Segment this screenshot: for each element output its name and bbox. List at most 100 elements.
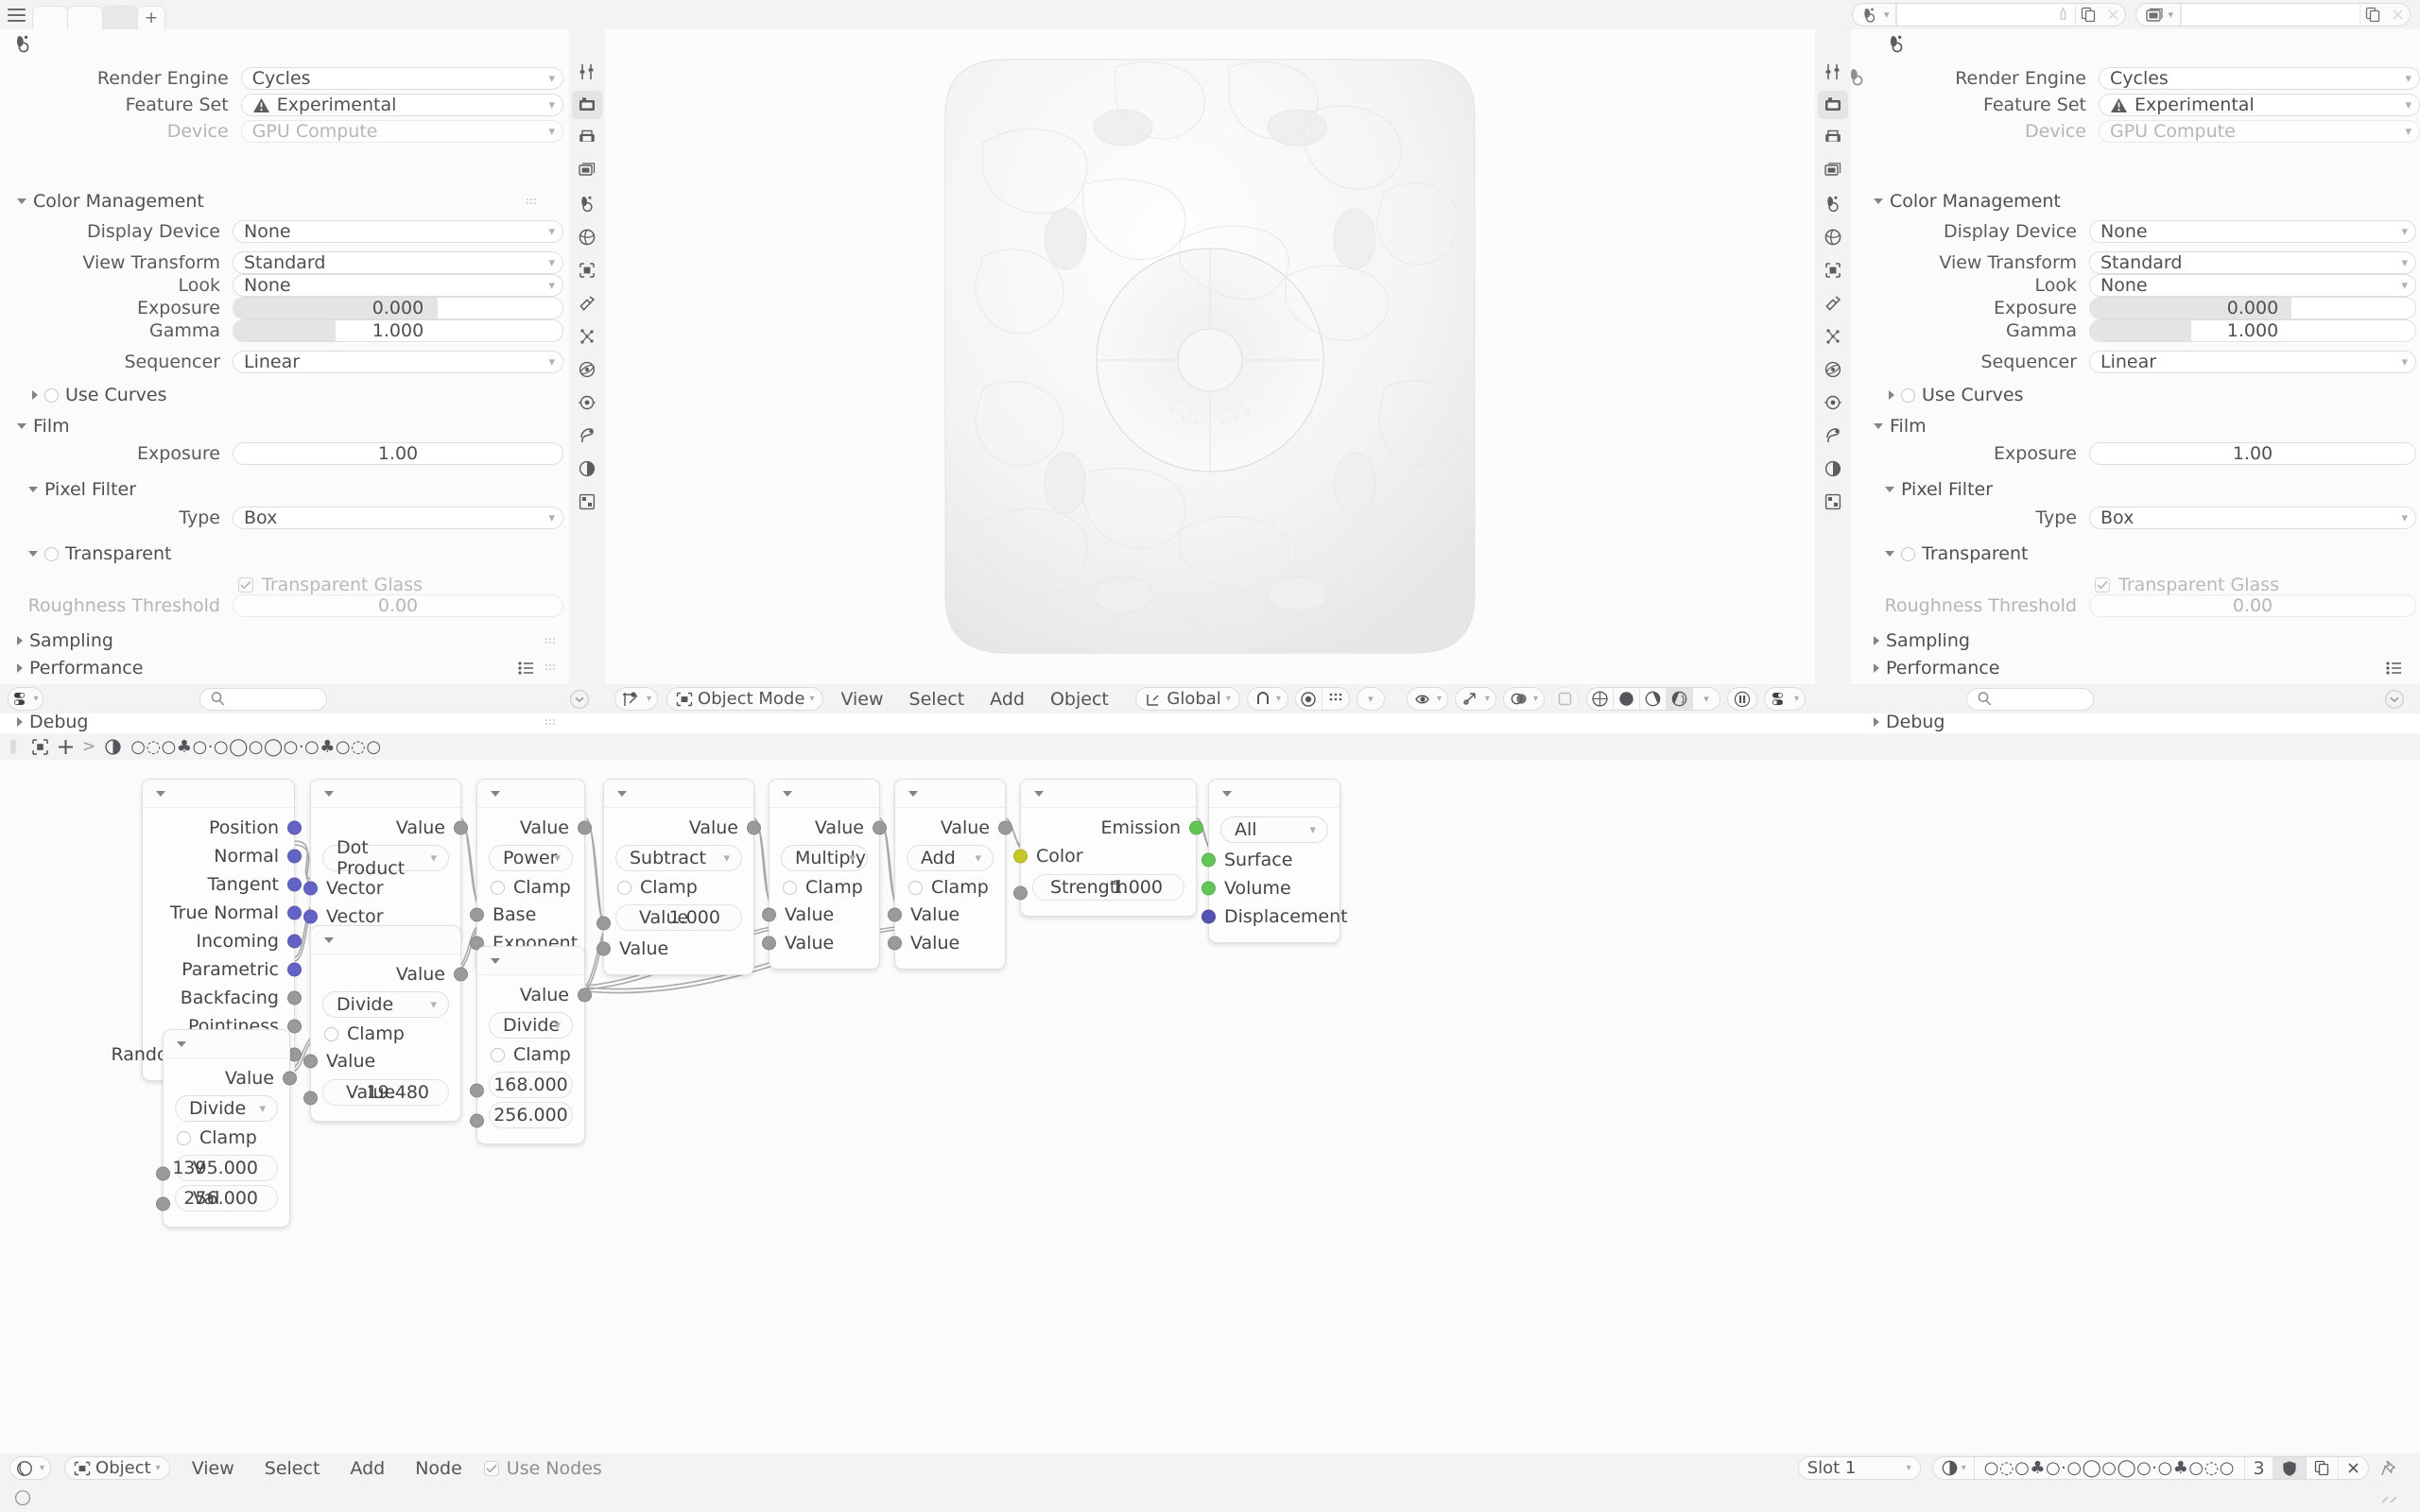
chevron-down-icon[interactable] (324, 790, 334, 797)
section-transparent[interactable]: Transparent (28, 543, 172, 564)
editor-type-selector[interactable]: ▾ (8, 687, 43, 711)
menu-select[interactable]: Select (908, 688, 965, 710)
node-output-position[interactable]: Position (143, 814, 302, 842)
node-header[interactable] (895, 780, 1005, 808)
sidebar-item-output[interactable] (1818, 124, 1848, 152)
node-output-parametric[interactable]: Parametric (143, 955, 302, 984)
operation-dropdown[interactable]: Multiply ▾ (781, 845, 868, 871)
node-input-value-2[interactable]: Value (762, 929, 879, 957)
clamp-checkbox[interactable] (491, 880, 505, 895)
menu-node[interactable]: Node (415, 1457, 462, 1479)
node-header[interactable] (311, 926, 460, 954)
magnet-icon[interactable]: ▾ (1246, 687, 1288, 711)
section-debug[interactable]: Debug (17, 712, 88, 732)
render-engine-dropdown[interactable]: Cycles ▾ (2099, 67, 2420, 90)
socket-value[interactable] (1013, 885, 1028, 901)
sidebar-item-tool[interactable] (1818, 58, 1848, 86)
sidebar-item-material[interactable] (1818, 455, 1848, 483)
use-nodes-checkbox[interactable] (483, 1460, 499, 1476)
node-output-value[interactable]: Value (477, 814, 592, 842)
sidebar-item-world[interactable] (572, 223, 602, 251)
chevron-down-icon[interactable] (783, 790, 792, 797)
proportional-edit-group[interactable] (1294, 687, 1350, 711)
pin-icon[interactable] (2380, 1459, 2399, 1478)
exposure-slider[interactable]: 0.000 (233, 297, 563, 319)
socket-value[interactable] (762, 907, 776, 922)
sidebar-item-modifier[interactable] (572, 289, 602, 318)
node-input-value-2[interactable]: Value (888, 929, 1005, 957)
node-material-output[interactable]: All ▾ Surface Volume Displacement (1201, 779, 1348, 943)
node-output-value[interactable]: Value (164, 1064, 297, 1092)
sidebar-item-output[interactable] (572, 124, 602, 152)
node-header[interactable] (604, 780, 753, 808)
film-exposure-field[interactable]: 1.00 (2089, 442, 2416, 465)
display-device-dropdown[interactable]: None ▾ (233, 220, 563, 243)
sidebar-item-physics[interactable] (572, 355, 602, 384)
preset-list-icon[interactable] (518, 661, 535, 676)
socket-value[interactable] (454, 967, 468, 982)
menu-add[interactable]: Add (990, 688, 1025, 710)
node-math-divide-168-256[interactable]: Value Divide ▾ Clamp 168.000 256.000 (470, 946, 592, 1144)
drag-handle[interactable] (526, 198, 538, 206)
shader-editor[interactable]: > ○◌○♣○·○◯○◯○·○♣○◌○ (0, 733, 2420, 1483)
node-math-divide-19480[interactable]: Value Divide ▾ Clamp Value Value 19.480 (303, 925, 468, 1122)
exposure-slider[interactable]: 0.000 (2089, 297, 2416, 319)
node-output-incoming[interactable]: Incoming (143, 927, 302, 955)
node-input-value-1[interactable]: Value (303, 1047, 460, 1075)
search-input[interactable] (199, 687, 327, 711)
socket-vector[interactable] (287, 877, 302, 892)
chevron-down-icon[interactable] (491, 957, 500, 964)
3d-viewport[interactable]: ▾ Object Mode ▾ View Select Add Object G… (605, 29, 1815, 713)
drag-handle[interactable] (544, 663, 557, 672)
clamp-checkbox[interactable] (908, 880, 923, 895)
visibility-icon[interactable]: ▾ (1406, 687, 1448, 711)
menu-view[interactable]: View (191, 1457, 234, 1479)
feature-set-dropdown[interactable]: Experimental ▾ (240, 94, 563, 116)
use-nodes-toggle[interactable]: Use Nodes (483, 1458, 602, 1479)
node-output-tangent[interactable]: Tangent (143, 870, 302, 899)
socket-value[interactable] (454, 820, 468, 835)
material-name-field[interactable] (1896, 4, 2077, 26)
look-dropdown[interactable]: None ▾ (233, 274, 563, 297)
close-icon[interactable] (2339, 1457, 2368, 1479)
sidebar-item-tool[interactable] (572, 58, 602, 86)
clamp-checkbox[interactable] (491, 1047, 505, 1062)
socket-value[interactable] (156, 1196, 170, 1211)
node-input-color[interactable]: Color (1013, 842, 1196, 870)
node-header[interactable] (311, 780, 460, 808)
node-emission[interactable]: Emission Color Strength 1.000 (1013, 779, 1203, 917)
socket-vector[interactable] (287, 849, 302, 864)
socket-vector[interactable] (303, 909, 318, 924)
socket-value[interactable] (578, 820, 592, 835)
shader-type-dropdown[interactable]: Object ▾ (64, 1456, 170, 1480)
menu-select[interactable]: Select (264, 1457, 320, 1479)
socket-value[interactable] (873, 820, 887, 835)
node-output-true-normal[interactable]: True Normal (143, 899, 302, 927)
sequencer-dropdown[interactable]: Linear ▾ (2089, 351, 2416, 373)
clamp-toggle[interactable]: Clamp (477, 874, 584, 901)
node-output-emission[interactable]: Emission (1021, 814, 1203, 842)
wireframe-icon[interactable] (1587, 688, 1614, 710)
menu-object[interactable]: Object (1049, 688, 1109, 710)
sidebar-item-scene[interactable] (1818, 190, 1848, 218)
render-engine-dropdown[interactable]: Cycles ▾ (240, 67, 563, 90)
sidebar-item-constraint[interactable] (1818, 388, 1848, 417)
socket-value[interactable] (762, 936, 776, 951)
workspace-tab-2[interactable] (67, 6, 103, 29)
section-film[interactable]: Film (1874, 416, 1927, 437)
transparent-glass-row[interactable]: Transparent Glass (2095, 575, 2279, 595)
section-performance[interactable]: Performance (17, 658, 143, 679)
workspace-tab-1[interactable] (32, 6, 68, 29)
node-input-vector-2[interactable]: Vector (303, 902, 460, 931)
chevron-down-icon[interactable] (491, 790, 500, 797)
socket-value[interactable] (596, 916, 611, 931)
material-preview-icon[interactable] (1640, 688, 1667, 710)
sidebar-item-render[interactable] (1818, 91, 1848, 119)
value-field-2[interactable]: Val 256.000 (175, 1185, 278, 1211)
node-header[interactable] (164, 1030, 289, 1058)
node-output-value[interactable]: Value (604, 814, 761, 842)
socket-value[interactable] (747, 820, 761, 835)
node-output-value[interactable]: Value (311, 814, 468, 842)
viewport-options-icon[interactable]: ▾ (1763, 687, 1806, 711)
use-curves-toggle[interactable]: Use Curves (32, 385, 167, 405)
